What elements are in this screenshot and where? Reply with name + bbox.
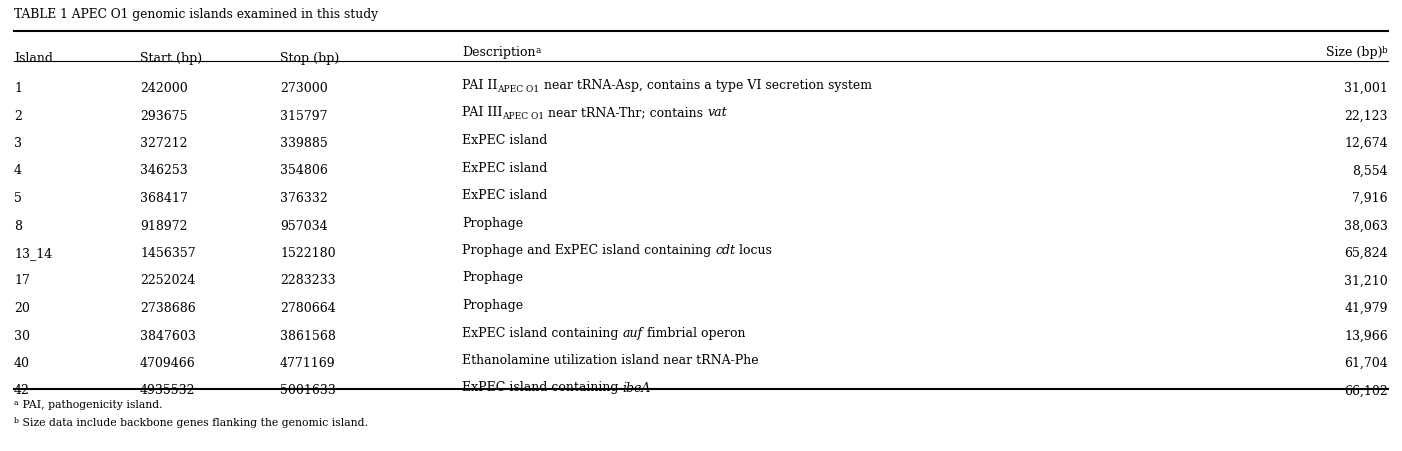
Text: 40: 40 (14, 356, 29, 369)
Text: 368417: 368417 (140, 192, 188, 205)
Text: 7,916: 7,916 (1353, 192, 1388, 205)
Text: near tRNA-Thr; contains: near tRNA-Thr; contains (544, 106, 708, 119)
Text: APEC O1: APEC O1 (502, 112, 544, 121)
Text: 315797: 315797 (280, 109, 328, 122)
Text: PAI III: PAI III (463, 106, 502, 119)
Text: TABLE 1 APEC O1 genomic islands examined in this study: TABLE 1 APEC O1 genomic islands examined… (14, 8, 379, 21)
Text: 3861568: 3861568 (280, 329, 336, 342)
Text: ExPEC island: ExPEC island (463, 133, 547, 147)
Text: 1522180: 1522180 (280, 246, 335, 259)
Text: fimbrial operon: fimbrial operon (642, 326, 744, 339)
Text: 339885: 339885 (280, 137, 328, 150)
Text: b: b (1382, 46, 1388, 55)
Text: ExPEC island: ExPEC island (463, 161, 547, 174)
Text: 1: 1 (14, 82, 22, 95)
Text: 273000: 273000 (280, 82, 328, 95)
Text: 42: 42 (14, 384, 29, 396)
Text: 5001633: 5001633 (280, 384, 336, 396)
Text: 66,102: 66,102 (1345, 384, 1388, 396)
Text: PAI, pathogenicity island.: PAI, pathogenicity island. (18, 399, 163, 409)
Text: locus: locus (735, 244, 773, 257)
Text: 12,674: 12,674 (1345, 137, 1388, 150)
Text: 2283233: 2283233 (280, 274, 335, 287)
Text: PAI II: PAI II (463, 79, 498, 92)
Text: 1456357: 1456357 (140, 246, 196, 259)
Text: Start (bp): Start (bp) (140, 52, 202, 65)
Text: 242000: 242000 (140, 82, 188, 95)
Text: 31,001: 31,001 (1345, 82, 1388, 95)
Text: a: a (536, 46, 541, 55)
Text: 8: 8 (14, 219, 22, 232)
Text: 4771169: 4771169 (280, 356, 335, 369)
Text: near tRNA-Asp, contains a type VI secretion system: near tRNA-Asp, contains a type VI secret… (540, 79, 872, 92)
Text: 13_14: 13_14 (14, 246, 52, 259)
Text: 22,123: 22,123 (1345, 109, 1388, 122)
Text: Ethanolamine utilization island near tRNA-Phe: Ethanolamine utilization island near tRN… (463, 353, 758, 366)
Text: 2780664: 2780664 (280, 301, 335, 314)
Text: Size data include backbone genes flanking the genomic island.: Size data include backbone genes flankin… (20, 417, 367, 427)
Text: 2252024: 2252024 (140, 274, 195, 287)
Text: auf: auf (622, 326, 642, 339)
Text: 8,554: 8,554 (1353, 164, 1388, 177)
Text: 61,704: 61,704 (1345, 356, 1388, 369)
Text: ibeA: ibeA (622, 381, 651, 394)
Text: 376332: 376332 (280, 192, 328, 205)
Text: Island: Island (14, 52, 53, 65)
Text: 327212: 327212 (140, 137, 188, 150)
Text: ExPEC island: ExPEC island (463, 189, 547, 202)
Text: 17: 17 (14, 274, 29, 287)
Text: b: b (14, 416, 20, 424)
Text: 13,966: 13,966 (1345, 329, 1388, 342)
Text: 41,979: 41,979 (1345, 301, 1388, 314)
Text: ExPEC island containing: ExPEC island containing (463, 381, 622, 394)
Text: APEC O1: APEC O1 (498, 84, 540, 93)
Text: 293675: 293675 (140, 109, 188, 122)
Text: 38,063: 38,063 (1345, 219, 1388, 232)
Text: Size (bp): Size (bp) (1326, 46, 1382, 59)
Text: Prophage and ExPEC island containing: Prophage and ExPEC island containing (463, 244, 715, 257)
Text: vat: vat (708, 106, 728, 119)
Text: 65,824: 65,824 (1345, 246, 1388, 259)
Text: 5: 5 (14, 192, 22, 205)
Text: 918972: 918972 (140, 219, 188, 232)
Text: 3847603: 3847603 (140, 329, 196, 342)
Text: 30: 30 (14, 329, 29, 342)
Text: 4935532: 4935532 (140, 384, 195, 396)
Text: cdt: cdt (715, 244, 735, 257)
Text: 346253: 346253 (140, 164, 188, 177)
Text: Prophage: Prophage (463, 216, 523, 229)
Text: 2: 2 (14, 109, 22, 122)
Text: Prophage: Prophage (463, 299, 523, 311)
Text: 4: 4 (14, 164, 22, 177)
Text: Stop (bp): Stop (bp) (280, 52, 339, 65)
Text: a: a (14, 398, 18, 406)
Text: 957034: 957034 (280, 219, 328, 232)
Text: Prophage: Prophage (463, 271, 523, 284)
Text: 4709466: 4709466 (140, 356, 196, 369)
Text: 31,210: 31,210 (1345, 274, 1388, 287)
Text: 3: 3 (14, 137, 22, 150)
Text: 354806: 354806 (280, 164, 328, 177)
Text: 20: 20 (14, 301, 29, 314)
Text: Description: Description (463, 46, 536, 59)
Text: ExPEC island containing: ExPEC island containing (463, 326, 622, 339)
Text: 2738686: 2738686 (140, 301, 196, 314)
